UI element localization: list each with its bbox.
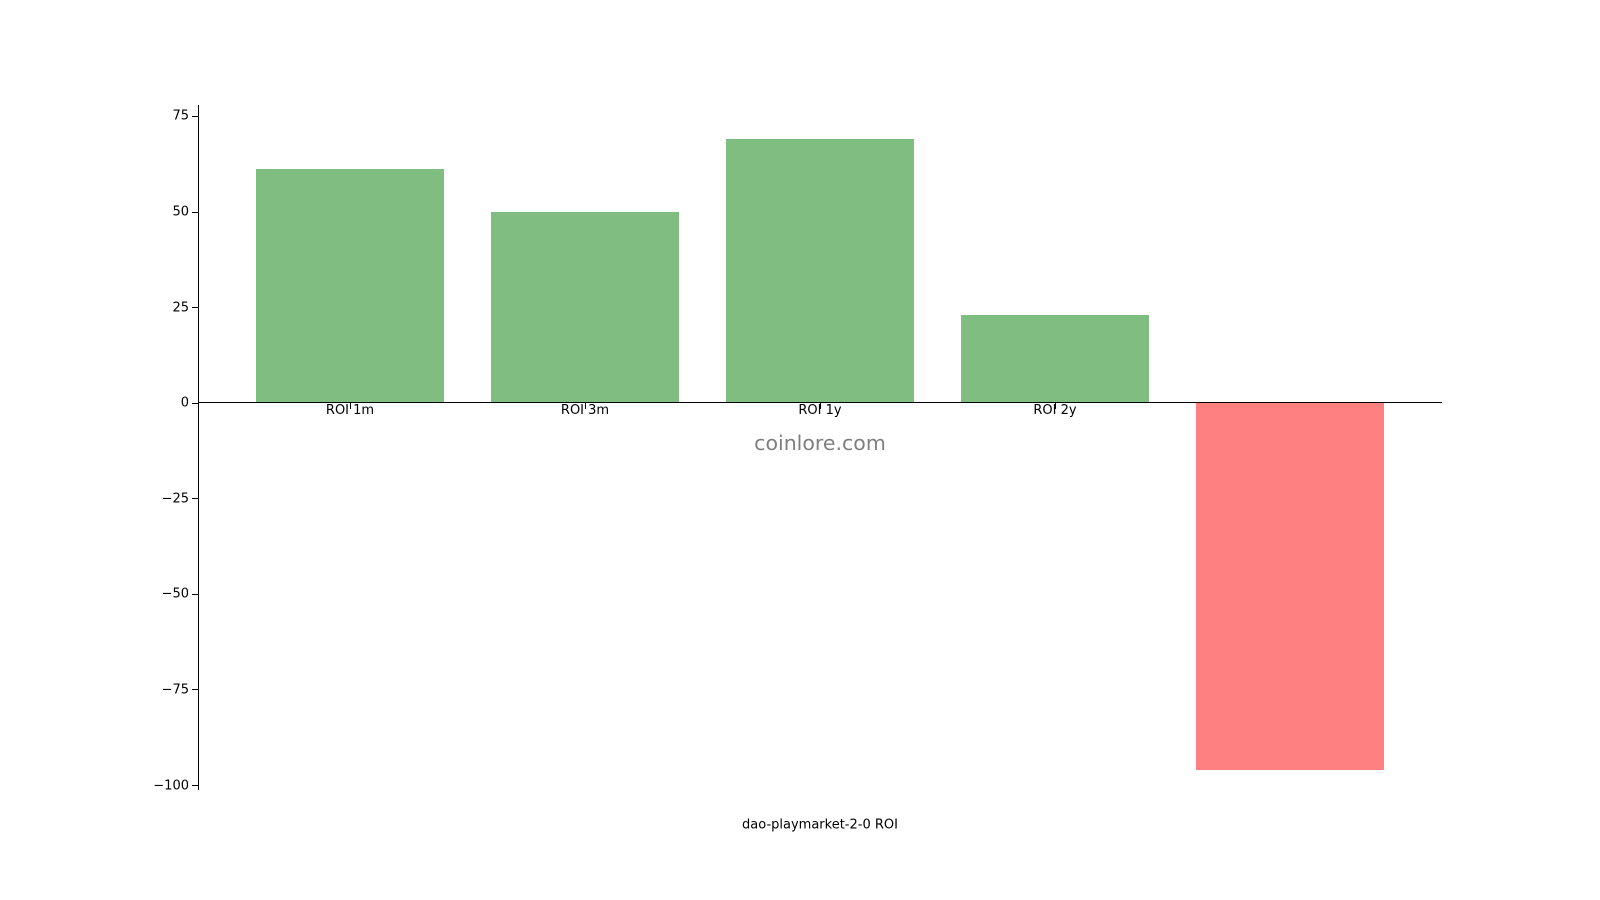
y-tick-50 (192, 211, 198, 213)
bar-roi-2y (961, 314, 1149, 403)
y-tick-label-50: 50 (172, 204, 189, 220)
y-tick-label--100: −100 (153, 778, 189, 793)
y-tick--100 (192, 785, 198, 786)
x-tick-roi-3m (585, 402, 586, 410)
y-tick--25 (192, 498, 198, 500)
y-tick--50 (192, 593, 198, 595)
y-tick-75 (192, 115, 198, 117)
bar-unlabeled (1196, 402, 1384, 770)
y-tick-0 (192, 402, 198, 404)
y-tick-label-0: 0 (180, 395, 189, 411)
y-tick-label--75: −75 (161, 682, 189, 698)
x-axis-zero-line (197, 402, 1442, 404)
x-tick-label-roi-1y: ROI 1y (798, 403, 842, 418)
x-tick-label-roi-1m: ROI 1m (325, 403, 375, 418)
x-tick-roi-2y (1055, 402, 1056, 410)
x-tick-roi-1m (350, 402, 351, 410)
y-tick-label--25: −25 (161, 491, 189, 507)
bar-roi-1y (726, 138, 914, 403)
x-tick-label-roi-2y: ROI 2y (1033, 403, 1077, 418)
y-tick--75 (192, 689, 198, 691)
y-axis-spine (197, 105, 199, 790)
bar-roi-3m (491, 211, 679, 403)
chart-title: dao-playmarket-2-0 ROI (742, 817, 898, 833)
y-tick-label--50: −50 (161, 586, 189, 602)
bar-roi-1m (256, 169, 444, 403)
y-tick-label-75: 75 (172, 108, 189, 124)
x-tick-label-roi-3m: ROI 3m (560, 403, 610, 418)
watermark: coinlore.com (754, 431, 886, 455)
y-tick-label-25: 25 (172, 300, 189, 316)
y-tick-25 (192, 307, 198, 309)
x-tick-roi-1y (820, 402, 821, 410)
